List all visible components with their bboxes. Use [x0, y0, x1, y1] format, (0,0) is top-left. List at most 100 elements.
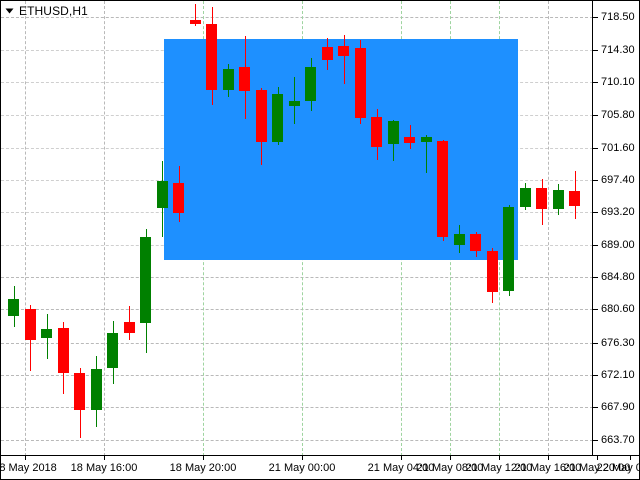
- price-tick: [593, 82, 598, 83]
- candle-body: [404, 136, 415, 143]
- candle-body: [503, 206, 514, 291]
- gridline-horizontal: [1, 407, 593, 408]
- candle-body: [25, 309, 36, 340]
- candle-body: [91, 368, 102, 411]
- candle-body: [272, 94, 283, 143]
- candle-body: [470, 233, 481, 251]
- time-tick-label: 18 May 2018: [1, 462, 57, 474]
- price-tick-label: 689.00: [601, 239, 635, 251]
- candle-wick: [195, 4, 196, 27]
- price-tick-label: 710.10: [601, 76, 635, 88]
- price-tick-label: 684.80: [601, 271, 635, 283]
- time-tick: [499, 456, 500, 460]
- price-tick: [593, 148, 598, 149]
- candle-body: [437, 141, 448, 237]
- price-tick: [593, 245, 598, 246]
- time-tick: [25, 456, 26, 460]
- time-tick-label: 21 May 12:00: [465, 462, 533, 474]
- candle-body: [487, 250, 498, 292]
- time-tick-label: 18 May 20:00: [169, 462, 237, 474]
- candle-body: [239, 67, 250, 92]
- candle-body: [256, 90, 267, 143]
- candle-body: [124, 321, 135, 333]
- time-tick: [302, 456, 303, 460]
- candle-body: [206, 24, 217, 91]
- price-tick: [593, 440, 598, 441]
- candle-body: [41, 328, 52, 338]
- time-tick: [401, 456, 402, 460]
- price-axis[interactable]: 718.50 714.30 710.10 705.80 701.60 697.40 693.…: [592, 1, 639, 456]
- gridline-horizontal: [1, 440, 593, 441]
- candle-body: [107, 332, 118, 369]
- gridline-horizontal: [1, 17, 593, 18]
- price-tick: [593, 212, 598, 213]
- candle-body: [421, 136, 432, 143]
- candle-body: [223, 68, 234, 91]
- candle-body: [569, 190, 580, 207]
- candle-body: [388, 121, 399, 145]
- price-tick: [593, 180, 598, 181]
- candle-body: [520, 188, 531, 207]
- gridline-vertical: [548, 1, 549, 456]
- time-tick: [450, 456, 451, 460]
- time-tick: [203, 456, 204, 460]
- price-tick-label: 693.20: [601, 206, 635, 218]
- time-tick: [597, 456, 598, 460]
- gridline-horizontal: [1, 277, 593, 278]
- candle-body: [322, 47, 333, 60]
- candle-wick: [344, 34, 345, 85]
- price-tick: [593, 115, 598, 116]
- candle-wick: [294, 76, 295, 125]
- price-tick: [593, 407, 598, 408]
- candle-body: [173, 183, 184, 214]
- price-tick: [593, 343, 598, 344]
- time-tick-label: 22 May 00:00: [596, 462, 639, 474]
- time-tick-label: 21 May 08:00: [416, 462, 484, 474]
- gridline-vertical: [25, 1, 26, 456]
- price-tick: [593, 375, 598, 376]
- candle-body: [338, 45, 349, 56]
- price-tick-label: 676.30: [601, 337, 635, 349]
- price-tick-label: 672.10: [601, 369, 635, 381]
- time-tick-label: 18 May 16:00: [70, 462, 138, 474]
- candle-body: [355, 48, 366, 119]
- gridline-vertical: [104, 1, 105, 456]
- time-tick: [104, 456, 105, 460]
- price-tick-label: 705.80: [601, 109, 635, 121]
- price-tick-label: 714.30: [601, 44, 635, 56]
- candle-body: [8, 298, 19, 316]
- candle-body: [140, 236, 151, 323]
- price-tick-label: 718.50: [601, 11, 635, 23]
- candle-body: [289, 101, 300, 106]
- candle-body: [74, 372, 85, 411]
- price-tick: [593, 50, 598, 51]
- candle-body: [58, 327, 69, 373]
- time-tick-label: 21 May 04:00: [367, 462, 435, 474]
- chart-plot-area[interactable]: [1, 1, 593, 456]
- candle-body: [553, 189, 564, 210]
- price-tick-label: 667.90: [601, 401, 635, 413]
- gridline-horizontal: [1, 343, 593, 344]
- price-tick-label: 701.60: [601, 142, 635, 154]
- time-tick: [630, 456, 631, 460]
- gridline-horizontal: [1, 375, 593, 376]
- price-tick: [593, 17, 598, 18]
- candle-body: [305, 66, 316, 102]
- time-axis[interactable]: 18 May 2018 18 May 16:00 18 May 20:00 21 Ma…: [1, 455, 639, 479]
- price-tick-label: 680.60: [601, 303, 635, 315]
- price-tick: [593, 277, 598, 278]
- gridline-horizontal: [1, 309, 593, 310]
- candle-wick: [426, 135, 427, 173]
- candle-body: [371, 116, 382, 147]
- candle-body: [454, 233, 465, 246]
- candlestick-series: [1, 1, 593, 456]
- chevron-down-icon[interactable]: [5, 8, 14, 14]
- candle-body: [190, 19, 201, 25]
- time-tick-label: 21 May 20:00: [563, 462, 631, 474]
- price-tick-label: 663.70: [601, 434, 635, 446]
- price-tick: [593, 309, 598, 310]
- time-tick: [548, 456, 549, 460]
- time-tick-label: 21 May 16:00: [514, 462, 582, 474]
- candle-body: [536, 187, 547, 210]
